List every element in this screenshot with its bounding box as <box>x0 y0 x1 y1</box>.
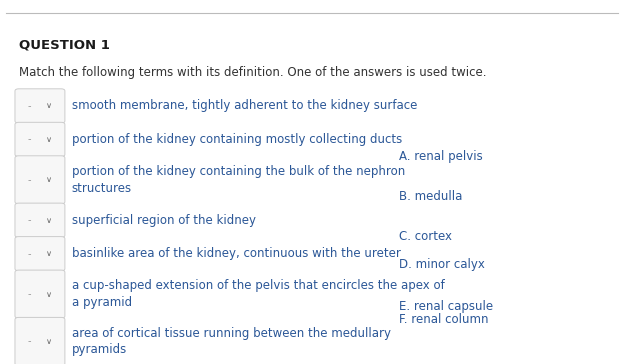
Text: A. renal pelvis: A. renal pelvis <box>399 150 483 163</box>
Text: F. renal column: F. renal column <box>399 313 489 326</box>
Text: ∨: ∨ <box>46 102 52 110</box>
Text: -: - <box>27 289 31 299</box>
Text: ∨: ∨ <box>46 135 52 144</box>
FancyBboxPatch shape <box>15 122 65 157</box>
Text: smooth membrane, tightly adherent to the kidney surface: smooth membrane, tightly adherent to the… <box>72 99 417 112</box>
Text: portion of the kidney containing mostly collecting ducts: portion of the kidney containing mostly … <box>72 133 402 146</box>
Text: Match the following terms with its definition. One of the answers is used twice.: Match the following terms with its defin… <box>19 66 486 79</box>
Text: superficial region of the kidney: superficial region of the kidney <box>72 214 256 227</box>
Text: ∨: ∨ <box>46 290 52 298</box>
Text: basinlike area of the kidney, continuous with the ureter: basinlike area of the kidney, continuous… <box>72 247 401 260</box>
Text: -: - <box>27 249 31 259</box>
Text: E. renal capsule: E. renal capsule <box>399 300 494 313</box>
Text: D. minor calyx: D. minor calyx <box>399 258 485 272</box>
Text: ∨: ∨ <box>46 216 52 225</box>
Text: C. cortex: C. cortex <box>399 230 452 244</box>
Text: ∨: ∨ <box>46 249 52 258</box>
Text: area of cortical tissue running between the medullary
pyramids: area of cortical tissue running between … <box>72 327 391 356</box>
FancyBboxPatch shape <box>15 89 65 123</box>
FancyBboxPatch shape <box>15 203 65 237</box>
Text: -: - <box>27 134 31 145</box>
Text: QUESTION 1: QUESTION 1 <box>19 38 110 51</box>
Text: -: - <box>27 175 31 185</box>
Text: ∨: ∨ <box>46 337 52 346</box>
Text: a cup-shaped extension of the pelvis that encircles the apex of
a pyramid: a cup-shaped extension of the pelvis tha… <box>72 279 444 309</box>
Text: portion of the kidney containing the bulk of the nephron
structures: portion of the kidney containing the bul… <box>72 165 405 195</box>
FancyBboxPatch shape <box>15 270 65 318</box>
Text: -: - <box>27 336 31 347</box>
Text: ∨: ∨ <box>46 175 52 184</box>
FancyBboxPatch shape <box>15 317 65 364</box>
Text: -: - <box>27 215 31 225</box>
Text: -: - <box>27 101 31 111</box>
Text: B. medulla: B. medulla <box>399 190 463 203</box>
FancyBboxPatch shape <box>15 156 65 204</box>
FancyBboxPatch shape <box>15 237 65 271</box>
